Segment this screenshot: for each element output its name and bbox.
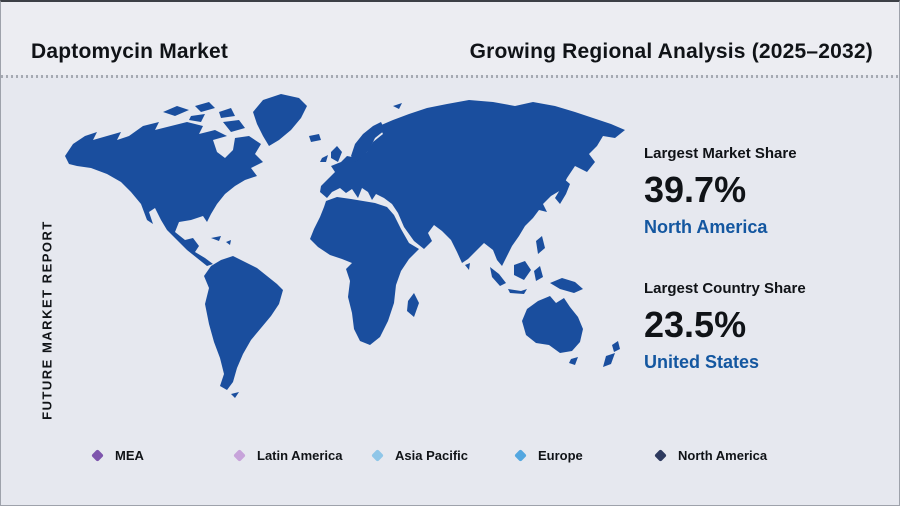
legend-label: Latin America	[257, 448, 343, 463]
country-share-stat: Largest Country Share 23.5% United State…	[644, 280, 879, 373]
legend-label: Asia Pacific	[395, 448, 468, 463]
north-america-shape	[65, 122, 263, 266]
market-share-stat: Largest Market Share 39.7% North America	[644, 145, 879, 238]
legend-item-mea: MEA	[91, 448, 144, 463]
country-share-label: Largest Country Share	[644, 280, 806, 297]
country-share-value: 23.5%	[644, 304, 747, 345]
greenland-shape	[253, 94, 321, 146]
world-map-svg	[65, 94, 625, 398]
australia-shape	[522, 296, 620, 367]
legend-item-north-america: North America	[654, 448, 768, 463]
diamond-icon	[514, 449, 527, 462]
legend-item-europe: Europe	[514, 448, 583, 463]
south-america-shape	[204, 236, 283, 398]
british-isles-shape	[320, 146, 342, 162]
country-share-region: United States	[644, 352, 760, 372]
header-dotted-divider	[1, 75, 899, 78]
legend-label: MEA	[115, 448, 144, 463]
legend: MEA Latin America Asia Pacific Europe No…	[1, 448, 899, 470]
scandinavia-shape	[351, 122, 385, 162]
stats-panel: Largest Market Share 39.7% North America…	[644, 145, 879, 373]
southeast-asia-islands-shape	[490, 236, 583, 294]
watermark-text: FUTURE MARKET REPORT	[39, 220, 55, 420]
diamond-icon	[371, 449, 384, 462]
world-map	[63, 92, 643, 402]
market-share-region: North America	[644, 217, 768, 237]
legend-label: North America	[678, 448, 768, 463]
diamond-icon	[654, 449, 667, 462]
eurasia-shape	[320, 100, 625, 266]
africa-shape	[310, 197, 419, 345]
diamond-icon	[233, 449, 246, 462]
analysis-title: Growing Regional Analysis (2025–2032)	[469, 40, 873, 63]
header: Daptomycin Market Growing Regional Analy…	[1, 2, 899, 75]
legend-item-asia-pacific: Asia Pacific	[371, 448, 468, 463]
legend-label: Europe	[538, 448, 583, 463]
market-share-value: 39.7%	[644, 169, 747, 210]
product-title: Daptomycin Market	[31, 40, 229, 63]
market-share-label: Largest Market Share	[644, 145, 797, 162]
legend-item-latin-america: Latin America	[233, 448, 343, 463]
diamond-icon	[91, 449, 104, 462]
